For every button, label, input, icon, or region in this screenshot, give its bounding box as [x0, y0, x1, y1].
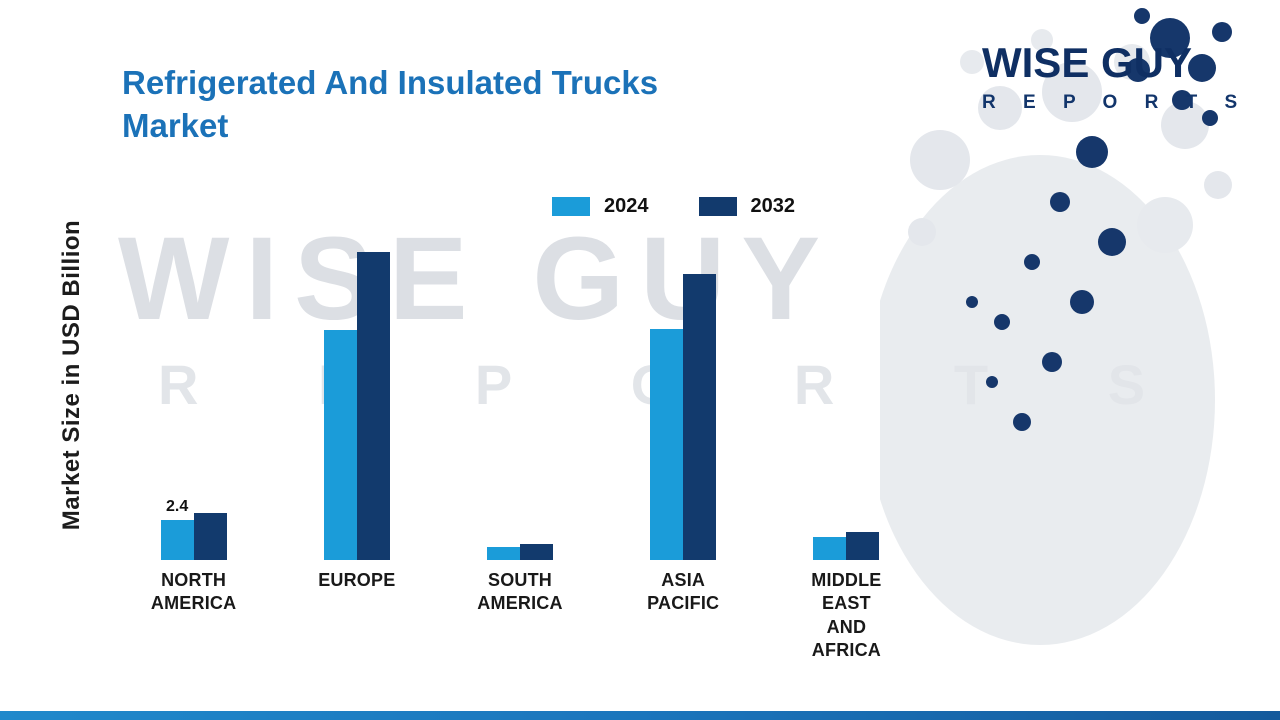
bar-chart: 2.4 NORTH AMERICA EUROPE SOUTH AMERICA ASIA … — [112, 227, 928, 663]
bar-2032-north-america — [193, 513, 227, 560]
category-label-middle-east-and-africa: MIDDLE EAST AND AFRICA — [811, 570, 882, 661]
category-label-europe: EUROPE — [318, 570, 396, 590]
legend-swatch-2032 — [698, 197, 737, 216]
dotted-head-graphic — [880, 8, 1232, 645]
bar-pair-asia-pacific — [650, 227, 717, 560]
legend-swatch-2024 — [552, 197, 590, 216]
bar-2032-europe — [356, 252, 390, 560]
bar-group-asia-pacific: ASIA PACIFIC — [602, 227, 765, 663]
logo: WISE GUY R E P O R T S — [982, 42, 1248, 114]
legend-label-2032: 2032 — [750, 195, 796, 217]
legend-item-2024: 2024 — [552, 195, 649, 218]
legend-label-2024: 2024 — [604, 195, 649, 217]
bar-group-north-america: 2.4 NORTH AMERICA — [112, 227, 275, 663]
bar-pair-europe — [323, 227, 390, 560]
bar-2032-asia-pacific — [683, 274, 717, 560]
legend: 2024 2032 — [552, 195, 795, 218]
bar-2032-middle-east-and-africa — [846, 532, 880, 560]
bar-pair-north-america: 2.4 — [160, 227, 227, 560]
bar-group-south-america: SOUTH AMERICA — [438, 227, 601, 663]
bar-group-middle-east-and-africa: MIDDLE EAST AND AFRICA — [765, 227, 928, 663]
logo-wordmark: WISE GUY — [982, 39, 1193, 86]
bar-2024-asia-pacific — [650, 329, 684, 560]
category-label-south-america: SOUTH AMERICA — [477, 570, 563, 614]
chart-groups: 2.4 NORTH AMERICA EUROPE SOUTH AMERICA ASIA … — [112, 227, 928, 663]
category-label-asia-pacific: ASIA PACIFIC — [647, 570, 720, 614]
bar-2032-south-america — [520, 544, 553, 560]
bar-2024-middle-east-and-africa — [813, 537, 847, 560]
y-axis-label: Market Size in USD Billion — [58, 219, 85, 531]
bar-2024-europe — [323, 330, 357, 560]
bar-value-label-north-america: 2.4 — [165, 498, 189, 515]
bottom-accent-bar — [0, 711, 1280, 720]
chart-title: Refrigerated And Insulated Trucks Market — [122, 64, 659, 144]
legend-item-2032: 2032 — [698, 195, 796, 218]
category-label-north-america: NORTH AMERICA — [150, 570, 237, 614]
logo-subtitle: R E P O R T S — [982, 92, 1249, 113]
bar-group-europe: EUROPE — [275, 227, 438, 663]
bar-2024-south-america — [487, 547, 520, 560]
bar-pair-middle-east-and-africa — [813, 227, 880, 560]
bar-2024-north-america — [160, 520, 194, 560]
bar-pair-south-america — [487, 227, 553, 560]
